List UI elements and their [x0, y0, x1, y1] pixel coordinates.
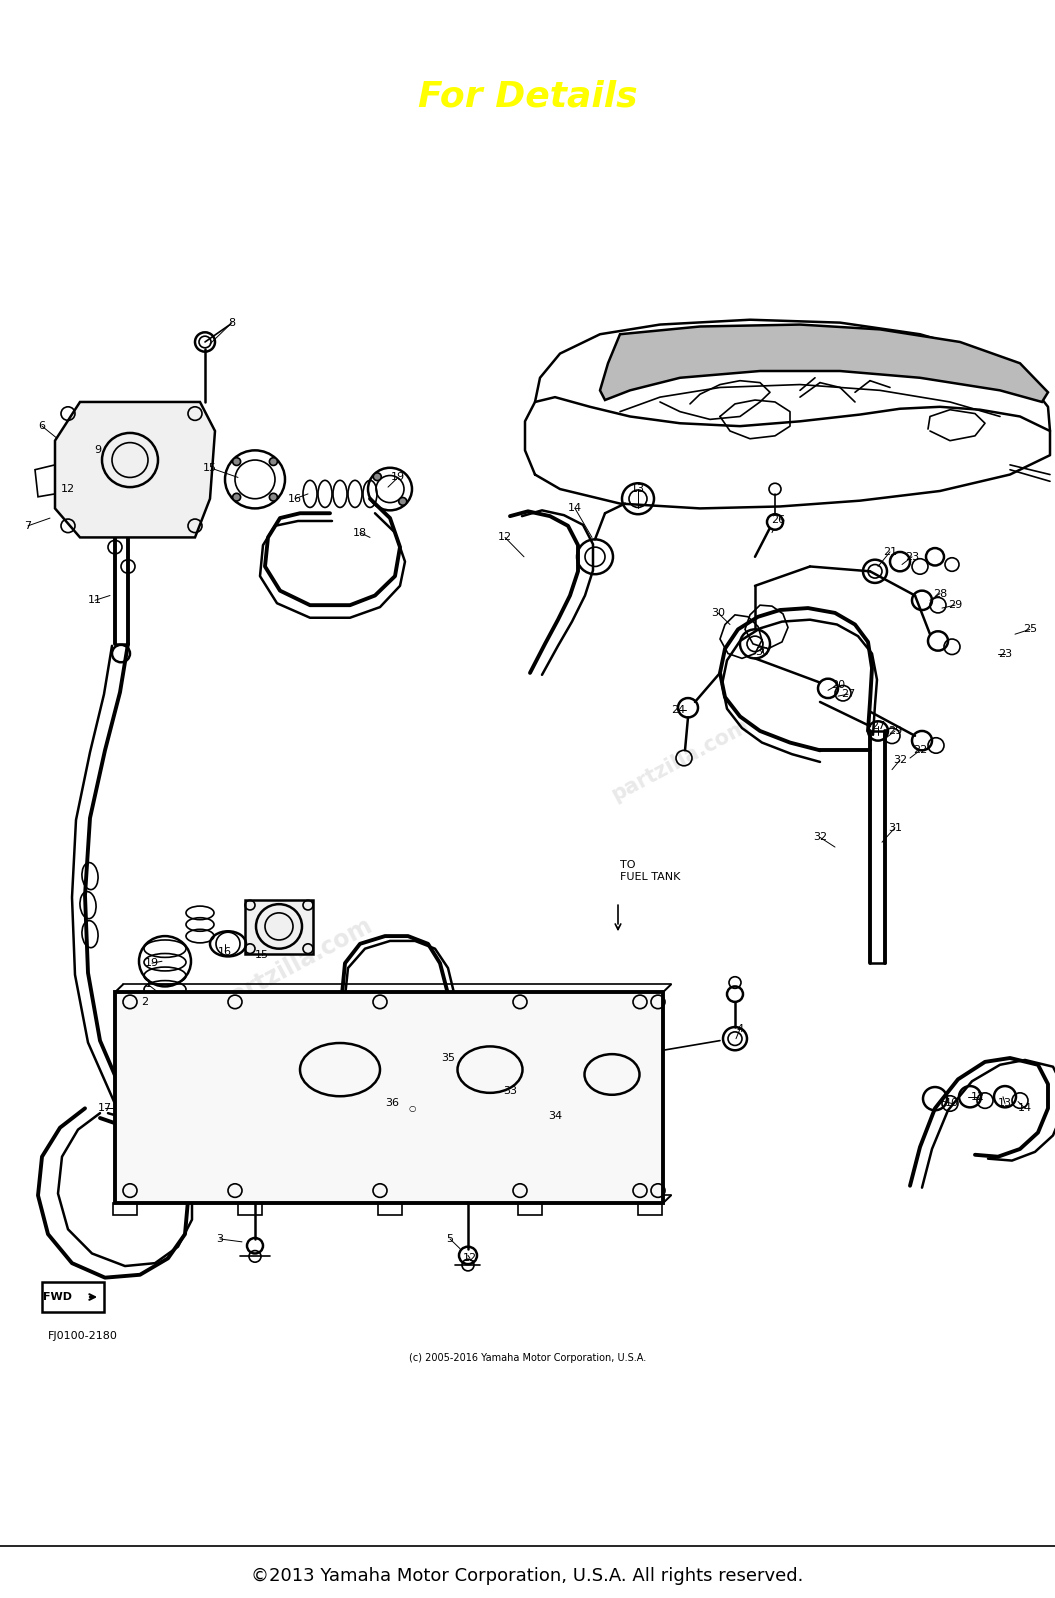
Text: CLICK HERE: CLICK HERE	[468, 30, 587, 48]
Text: 24: 24	[671, 705, 685, 714]
Text: 16: 16	[218, 946, 232, 957]
Circle shape	[373, 473, 381, 481]
Text: 2: 2	[141, 997, 149, 1007]
Text: 17: 17	[98, 1103, 112, 1114]
Text: 29: 29	[888, 725, 902, 737]
Text: 12: 12	[463, 1253, 477, 1264]
Text: 18: 18	[353, 527, 367, 537]
Text: 5: 5	[446, 1234, 454, 1243]
Text: 22: 22	[913, 745, 927, 756]
Text: 33: 33	[503, 1087, 517, 1096]
Text: 11: 11	[88, 596, 102, 606]
Text: 23: 23	[998, 649, 1012, 658]
Bar	[42, 1283, 104, 1312]
Text: 32: 32	[813, 833, 827, 842]
Text: For Details: For Details	[418, 80, 637, 113]
Text: 32: 32	[893, 754, 907, 765]
Text: 16: 16	[288, 494, 302, 503]
Text: 15: 15	[255, 951, 269, 960]
Text: 30: 30	[755, 647, 769, 657]
Text: 10: 10	[945, 1098, 959, 1109]
Text: 6: 6	[38, 422, 45, 431]
Circle shape	[269, 457, 277, 465]
Circle shape	[399, 497, 407, 505]
Text: 34: 34	[548, 1111, 562, 1122]
Text: 1: 1	[145, 980, 152, 989]
Text: 13: 13	[998, 1098, 1012, 1109]
Text: 27: 27	[841, 689, 856, 700]
Bar	[113, 1203, 137, 1214]
Text: 9: 9	[95, 446, 101, 455]
Bar	[115, 992, 663, 1203]
Text: 27: 27	[870, 721, 885, 732]
Text: 14: 14	[568, 503, 582, 513]
Text: 8: 8	[229, 318, 235, 328]
Text: 19: 19	[391, 473, 405, 483]
Text: 23: 23	[905, 551, 919, 562]
Bar	[238, 1203, 262, 1214]
Text: 12: 12	[498, 532, 512, 542]
Text: 30: 30	[711, 607, 725, 618]
Text: 20: 20	[831, 679, 845, 689]
Text: 7: 7	[24, 521, 32, 531]
Bar	[445, 1091, 503, 1139]
Text: partzilla.com: partzilla.com	[608, 716, 752, 805]
Circle shape	[232, 457, 241, 465]
Bar	[518, 1203, 542, 1214]
Text: © Partzilla.com: © Partzilla.com	[184, 914, 377, 1032]
Text: 36: 36	[385, 1098, 399, 1109]
Text: 31: 31	[888, 823, 902, 833]
Text: 35: 35	[441, 1053, 455, 1063]
Text: FWD: FWD	[42, 1293, 72, 1302]
Text: ©2013 Yamaha Motor Corporation, U.S.A. All rights reserved.: ©2013 Yamaha Motor Corporation, U.S.A. A…	[251, 1566, 804, 1585]
Text: 14: 14	[1018, 1103, 1032, 1114]
Polygon shape	[600, 324, 1048, 403]
Text: ○: ○	[408, 1104, 416, 1112]
Text: FJ0100-2180: FJ0100-2180	[47, 1331, 118, 1341]
Text: 12: 12	[971, 1091, 985, 1101]
Circle shape	[410, 1058, 420, 1067]
Text: 13: 13	[631, 484, 645, 494]
Text: 21: 21	[883, 547, 897, 558]
Text: 28: 28	[933, 588, 947, 599]
Bar	[638, 1203, 661, 1214]
Text: 25: 25	[1023, 625, 1037, 634]
Text: 3: 3	[216, 1234, 224, 1243]
Text: 19: 19	[145, 959, 159, 968]
Text: 15: 15	[203, 463, 217, 473]
Text: TO
FUEL TANK: TO FUEL TANK	[620, 860, 680, 882]
Text: 4: 4	[736, 1024, 744, 1034]
Text: (c) 2005-2016 Yamaha Motor Corporation, U.S.A.: (c) 2005-2016 Yamaha Motor Corporation, …	[409, 1354, 646, 1363]
Text: 12: 12	[61, 484, 75, 494]
Circle shape	[232, 494, 241, 502]
Bar	[378, 1203, 402, 1214]
Polygon shape	[55, 403, 215, 537]
Text: 26: 26	[771, 515, 785, 526]
Bar	[245, 900, 313, 954]
Circle shape	[767, 515, 783, 529]
Circle shape	[269, 494, 277, 502]
Text: 29: 29	[947, 601, 962, 610]
